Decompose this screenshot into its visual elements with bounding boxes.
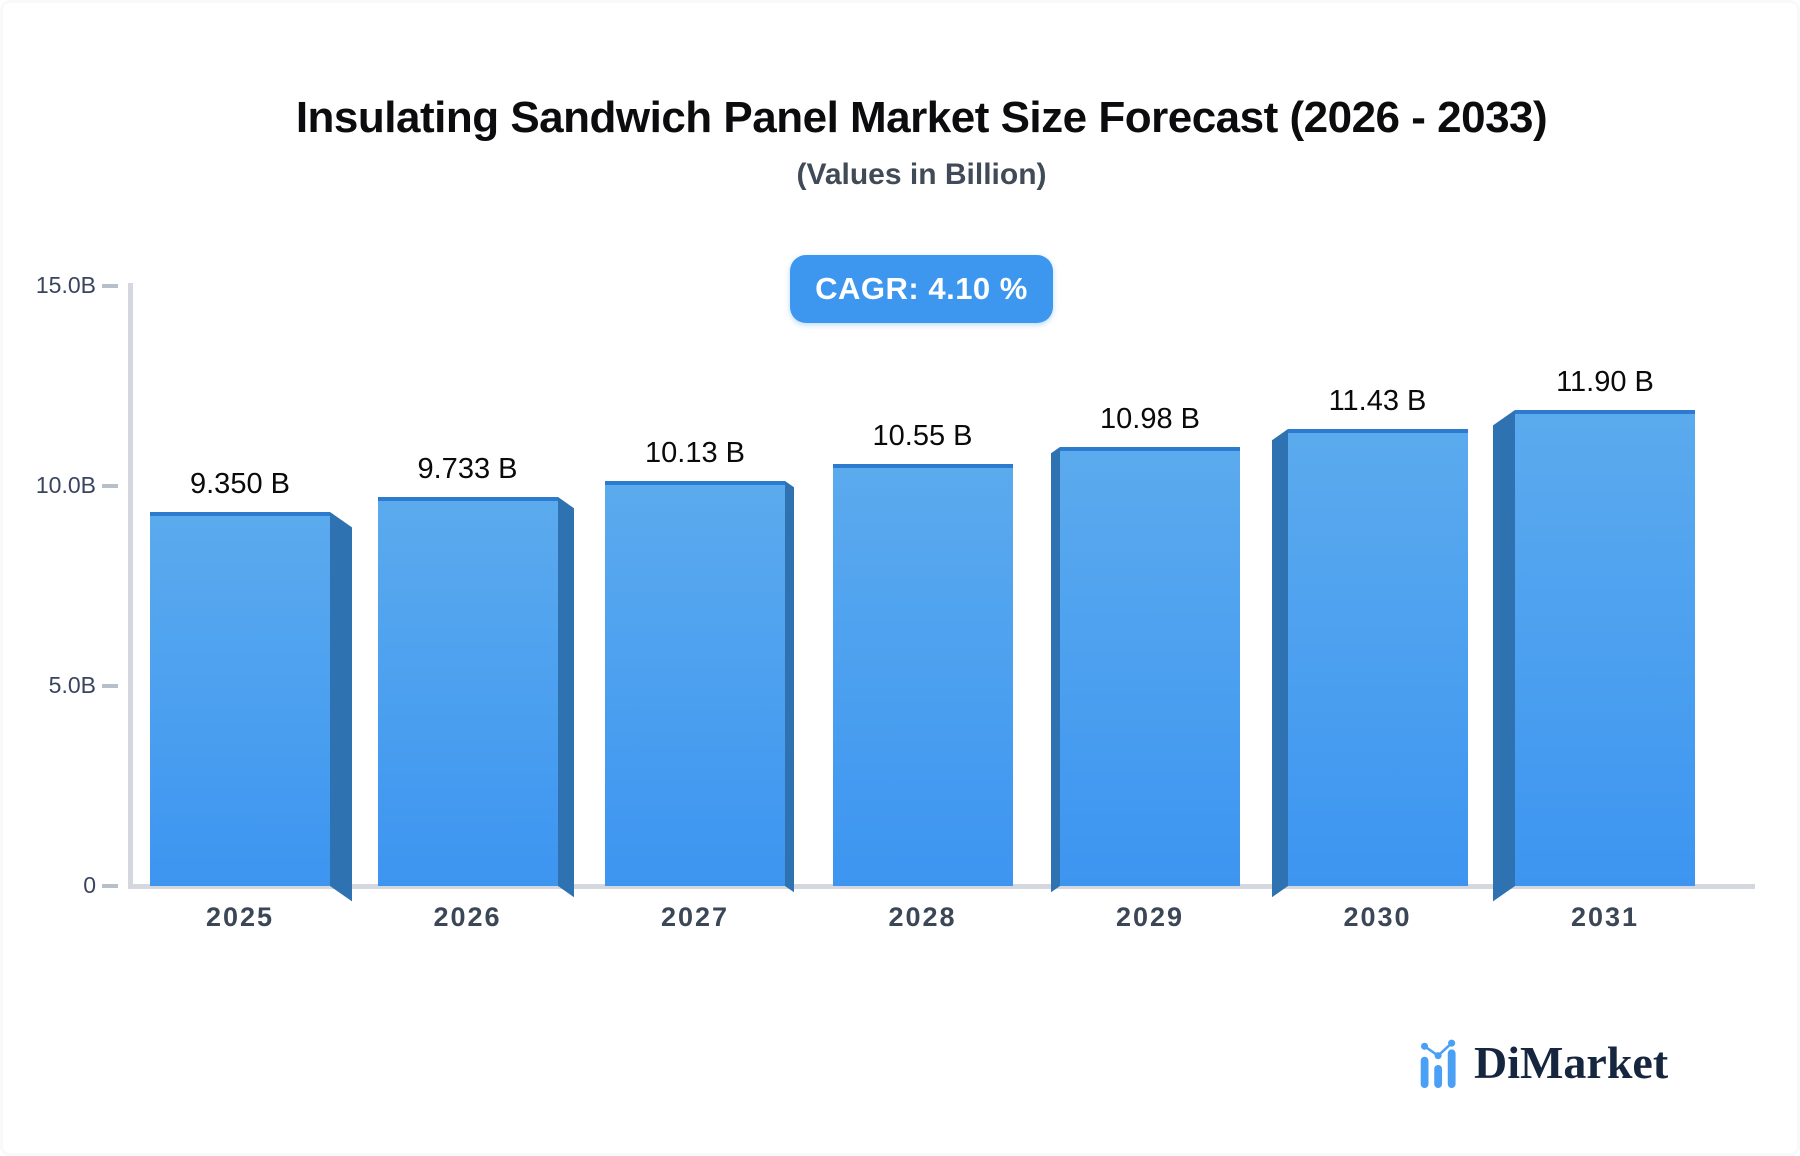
y-axis-tick-label: 10.0B <box>35 472 96 498</box>
bar-value-label-2027: 10.13 B <box>645 436 745 469</box>
y-axis-tick <box>102 684 118 688</box>
mini-bar-line-chart-icon <box>1420 1039 1456 1088</box>
bar-side-face-2027 <box>785 480 794 893</box>
cagr-badge: CAGR: 4.10 % <box>790 255 1053 323</box>
x-axis-label-2025: 2025 <box>205 902 275 932</box>
x-axis-label-2028: 2028 <box>888 902 957 932</box>
bar-value-label-2030: 11.43 B <box>1328 384 1427 417</box>
y-axis-tick-label: 0 <box>83 872 96 898</box>
bar-value-label-2025: 9.350 B <box>190 468 290 500</box>
bar-side-face-2030 <box>1271 428 1288 898</box>
bar-2025 <box>150 512 330 886</box>
bar-side-face-2029 <box>1051 446 1060 893</box>
bar-side-face-2026 <box>557 496 574 898</box>
bar-2028 <box>832 464 1013 886</box>
bar-2029 <box>1060 446 1240 886</box>
x-axis-label-2026: 2026 <box>433 902 502 932</box>
bar-value-label-2029: 10.98 B <box>1100 402 1200 435</box>
bar-2030 <box>1287 428 1468 886</box>
chart-subtitle: (Values in Billion) <box>796 158 1047 191</box>
bar-side-face-2031 <box>1493 410 1515 902</box>
x-axis-label-2030: 2030 <box>1343 902 1412 932</box>
bar-value-label-2026: 9.733 B <box>417 452 518 485</box>
bar-2031 <box>1515 410 1695 886</box>
bar-value-label-2028: 10.55 B <box>872 420 973 452</box>
chart-title: Insulating Sandwich Panel Market Size Fo… <box>295 93 1548 142</box>
y-axis-line <box>128 283 133 886</box>
x-axis-label-2029: 2029 <box>1115 902 1185 932</box>
bar-side-face-2025 <box>330 512 352 902</box>
x-axis-label-2027: 2027 <box>660 902 730 932</box>
x-axis-label-2031: 2031 <box>1570 902 1640 932</box>
y-axis-tick <box>102 484 118 488</box>
dimarket-logo: DiMarket <box>1420 1037 1669 1089</box>
y-axis-tick <box>102 884 118 888</box>
y-axis-tick-label: 15.0B <box>35 272 96 298</box>
y-axis-tick <box>102 284 118 288</box>
bar-2027 <box>605 480 785 886</box>
bar-2026 <box>377 496 558 886</box>
bar-value-label-2031: 11.90 B <box>1556 366 1654 398</box>
y-axis-tick-label: 5.0B <box>48 672 96 698</box>
chart-header: Insulating Sandwich Panel Market Size Fo… <box>90 0 1753 192</box>
x-axis-line <box>128 884 1755 889</box>
logo-text: DiMarket <box>1474 1037 1669 1088</box>
